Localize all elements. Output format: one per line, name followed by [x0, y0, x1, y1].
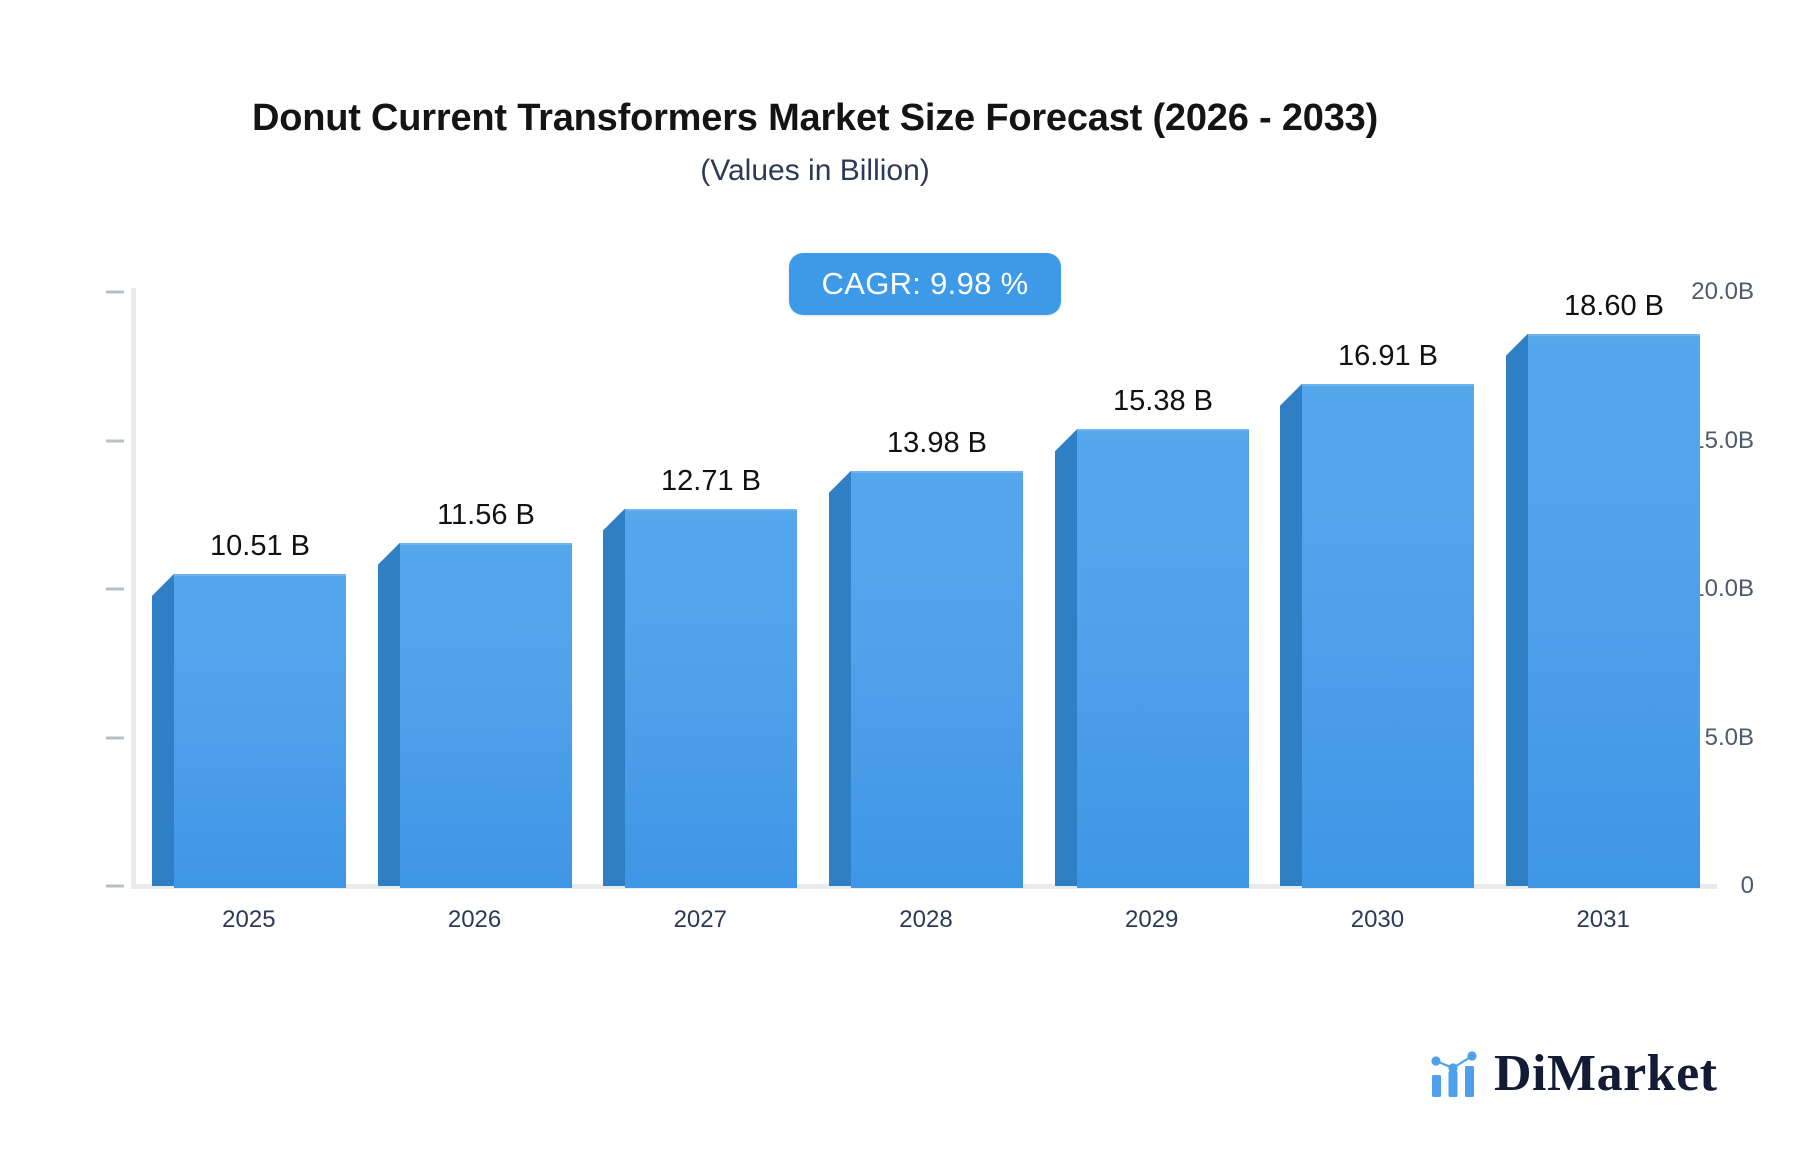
- bar-side-face: [603, 508, 625, 886]
- bar-front-face: [625, 508, 797, 888]
- bar-side-face: [1506, 333, 1528, 886]
- logo-text: DiMarket: [1494, 1045, 1718, 1102]
- y-axis-tick-mark: [106, 439, 124, 442]
- y-axis-tick-label: 0: [1740, 872, 1754, 899]
- x-axis-tick-label: 2028: [899, 906, 953, 933]
- bar-side-face: [152, 573, 174, 886]
- x-axis-tick-label: 2025: [222, 906, 276, 933]
- y-axis-tick-label: 5.0B: [1704, 723, 1754, 751]
- bar[interactable]: 11.56 B: [378, 499, 572, 888]
- bar-front-face: [851, 470, 1023, 888]
- x-axis-tick-label: 2031: [1576, 906, 1630, 933]
- bar[interactable]: 12.71 B: [603, 465, 797, 888]
- y-axis-tick-mark: [106, 736, 124, 739]
- cagr-badge: CAGR: 9.98 %: [789, 253, 1061, 315]
- page-title: Donut Current Transformers Market Size F…: [251, 97, 1379, 139]
- x-axis-tick-label: 2026: [447, 906, 502, 933]
- bar[interactable]: 16.91 B: [1280, 340, 1474, 888]
- y-axis-tick-mark: [106, 884, 124, 888]
- y-axis-tick-label: 15.0B: [1691, 426, 1754, 454]
- bar-value-label: 11.56 B: [437, 498, 535, 531]
- bar-value-label: 12.71 B: [661, 464, 761, 497]
- bar-front-face: [174, 573, 346, 888]
- bar-value-label: 13.98 B: [887, 426, 987, 459]
- y-axis-tick-mark: [106, 587, 124, 591]
- x-axis-tick-label: 2027: [673, 906, 727, 933]
- y-axis-tick-label: 10.0B: [1691, 575, 1754, 602]
- bar-side-face: [829, 470, 851, 886]
- bar-value-label: 10.51 B: [210, 529, 310, 562]
- bar-front-face: [1302, 383, 1474, 888]
- x-axis-tick-label: 2029: [1125, 906, 1179, 933]
- bar-front-face: [400, 542, 572, 888]
- bar-value-label: 15.38 B: [1113, 385, 1213, 418]
- bar-side-face: [1055, 429, 1077, 886]
- chart-subtitle: (Values in Billion): [700, 153, 930, 187]
- bar-value-label: 18.60 B: [1564, 289, 1664, 322]
- logo: DiMarket: [1428, 1048, 1717, 1100]
- bar-chart-icon: [1428, 1049, 1480, 1099]
- bar-value-label: 16.91 B: [1338, 339, 1438, 372]
- bar[interactable]: 15.38 B: [1055, 385, 1249, 888]
- bar[interactable]: 10.51 B: [152, 530, 346, 888]
- bar[interactable]: 18.60 B: [1506, 290, 1700, 888]
- bar-side-face: [378, 542, 400, 886]
- bar-side-face: [1280, 383, 1302, 886]
- y-axis-tick-mark: [106, 290, 124, 294]
- bar[interactable]: 13.98 B: [829, 427, 1023, 888]
- y-axis-tick-label: 20.0B: [1691, 278, 1754, 305]
- title-block: Donut Current Transformers Market Size F…: [0, 97, 1630, 187]
- bar-front-face: [1077, 429, 1249, 888]
- x-axis-tick-label: 2030: [1350, 906, 1405, 933]
- bar-front-face: [1528, 333, 1700, 888]
- y-axis-line: [131, 288, 136, 888]
